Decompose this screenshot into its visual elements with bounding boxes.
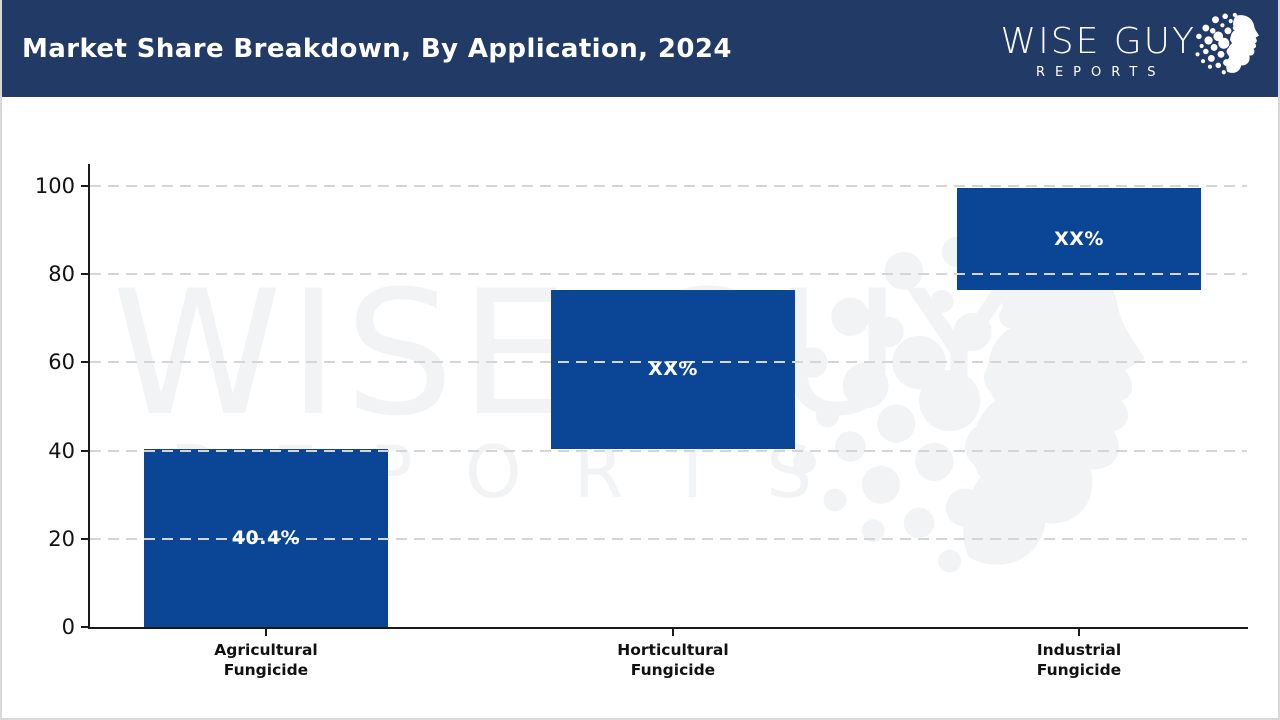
x-category-label-line: Industrial xyxy=(1036,641,1122,659)
y-tick-label: 40 xyxy=(48,438,75,463)
x-category-label-line: Fungicide xyxy=(1036,661,1122,679)
x-category-label: Agricultural Fungicide xyxy=(144,640,388,680)
bar-value-label: 40.4% xyxy=(231,526,301,549)
page-title: Market Share Breakdown, By Application, … xyxy=(22,33,732,64)
bar-segment xyxy=(957,188,1201,291)
y-tick-label: 100 xyxy=(34,174,75,198)
gridline xyxy=(90,273,1247,276)
y-tick-mark xyxy=(81,626,89,628)
y-axis-spine xyxy=(88,164,90,629)
wiseguy-logo: WISE GUY REPORTS xyxy=(1001,6,1269,86)
y-tick-mark xyxy=(81,185,89,187)
y-tick-label: 80 xyxy=(48,262,75,287)
x-category-label-line: Fungicide xyxy=(630,661,716,679)
header-banner: Market Share Breakdown, By Application, … xyxy=(2,0,1278,97)
x-tick-mark xyxy=(1078,629,1080,636)
x-tick-mark xyxy=(672,629,674,636)
x-category-label-line: Horticultural xyxy=(617,641,729,659)
y-tick-label: 0 xyxy=(61,615,75,639)
gridline xyxy=(90,449,1247,452)
gridline xyxy=(90,537,1247,540)
y-tick-label: 20 xyxy=(48,526,75,551)
gridline xyxy=(90,361,1247,364)
x-category-label: Horticultural Fungicide xyxy=(551,640,795,680)
y-tick-mark xyxy=(81,449,89,452)
logo-wordmark: WISE GUY xyxy=(1000,21,1196,62)
gridline xyxy=(90,185,1247,187)
dotted-face-profile-icon xyxy=(1192,6,1268,86)
logo-text: WISE GUY REPORTS xyxy=(1000,21,1197,81)
x-axis-spine xyxy=(88,627,1248,629)
y-tick-mark xyxy=(81,273,89,276)
bar-segment xyxy=(551,290,795,449)
x-tick-mark xyxy=(265,629,267,636)
bar-value-label: XX% xyxy=(648,358,698,381)
x-category-label-line: Agricultural xyxy=(214,641,318,659)
bar-value-label: XX% xyxy=(1054,228,1104,251)
x-category-label: Industrial Fungicide xyxy=(957,640,1201,680)
y-tick-mark xyxy=(81,537,89,540)
logo-tagline: REPORTS xyxy=(1035,65,1166,80)
y-tick-label: 60 xyxy=(48,350,75,375)
x-category-label-line: Fungicide xyxy=(223,661,309,679)
y-tick-mark xyxy=(81,361,89,364)
